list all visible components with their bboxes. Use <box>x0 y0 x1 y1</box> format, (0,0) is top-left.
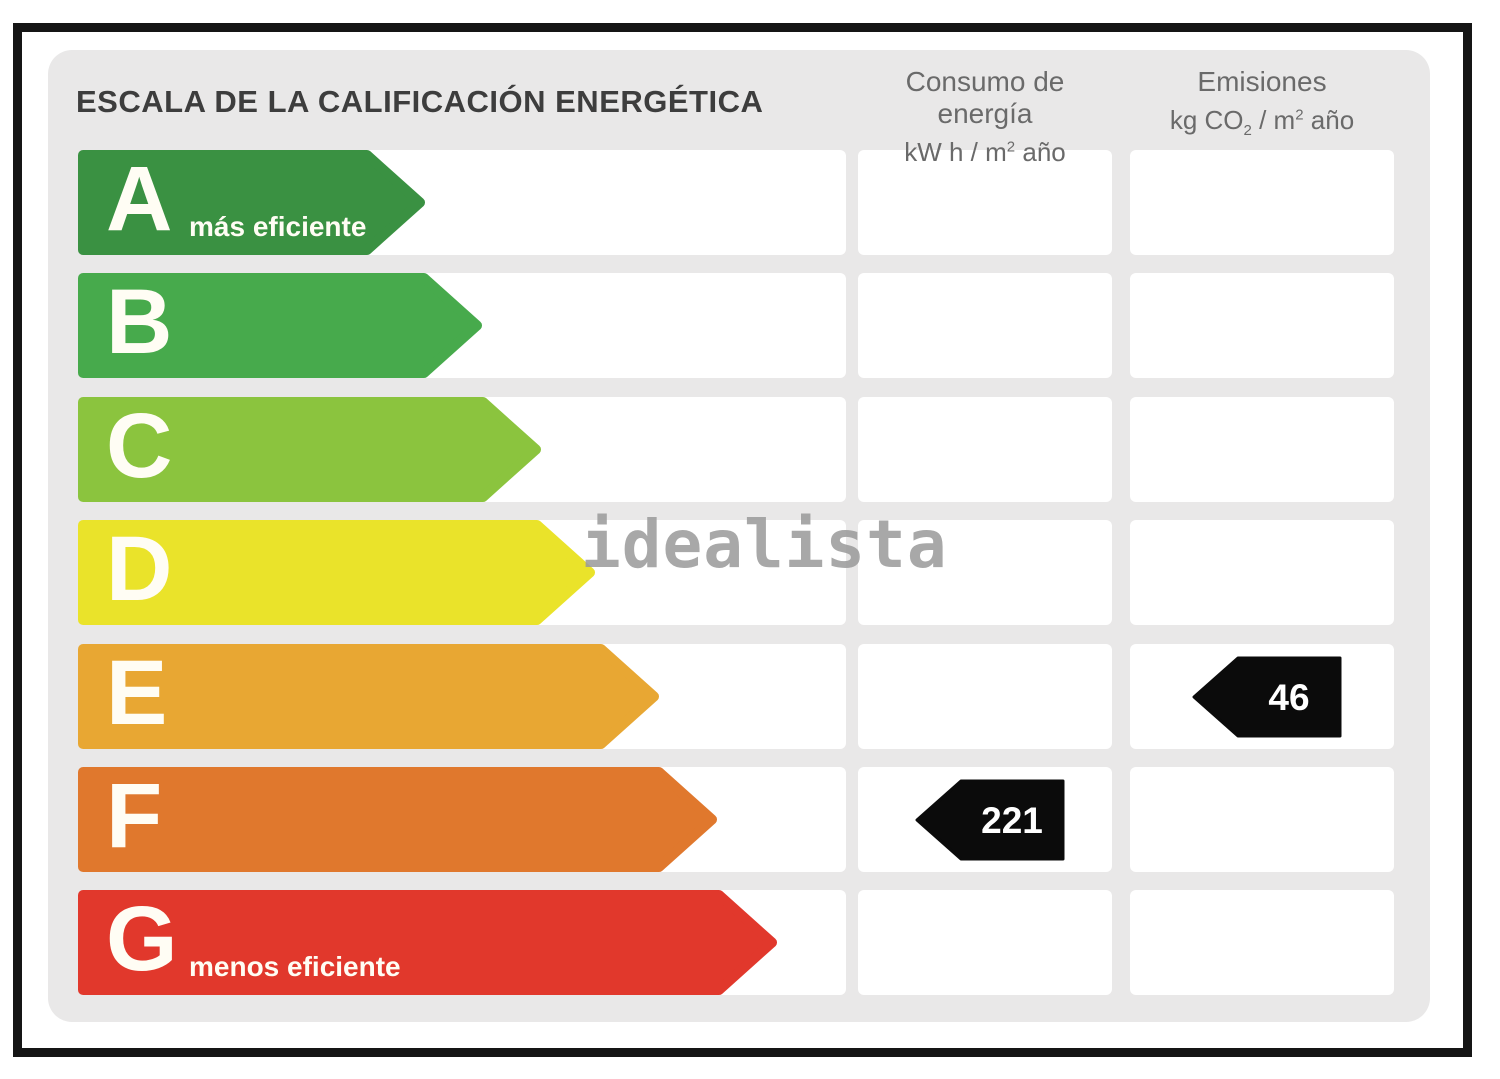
emisiones-header-unit: kg CO2 / m2 año <box>1169 105 1355 140</box>
rating-bar-g <box>78 890 777 995</box>
rating-bar-f <box>78 767 717 872</box>
emisiones-cell <box>1130 273 1394 378</box>
consumo-cell <box>858 520 1112 625</box>
rating-bar-a <box>78 150 425 255</box>
rating-letter-b: B <box>106 271 173 373</box>
rating-row-d: D <box>0 518 1500 625</box>
consumo-cell <box>858 644 1112 749</box>
consumo-header-unit: kW h / m2 año <box>904 137 1066 167</box>
rating-letter-a: A <box>106 148 173 250</box>
svg-text:221: 221 <box>981 800 1043 841</box>
rating-bar-d <box>78 520 595 625</box>
emisiones-header-title: Emisiones <box>1197 66 1327 97</box>
emisiones-cell <box>1130 150 1394 255</box>
rating-row-c: C <box>0 395 1500 502</box>
emisiones-cell <box>1130 767 1394 872</box>
consumo-cell <box>858 150 1112 255</box>
rating-row-f: F <box>0 765 1500 872</box>
rating-bar-b <box>78 273 482 378</box>
rating-row-e: E <box>0 642 1500 749</box>
emisiones-value-arrow: 46 <box>1191 656 1343 738</box>
column-header-emisiones: Emisiones kg CO2 / m2 año <box>1130 66 1394 139</box>
rating-letter-g: G <box>106 888 178 990</box>
rating-letter-d: D <box>106 518 173 620</box>
column-header-consumo: Consumo de energía kW h / m2 año <box>858 66 1112 168</box>
rating-bar-c <box>78 397 541 502</box>
svg-text:46: 46 <box>1268 677 1309 718</box>
consumo-header-title: Consumo de energía <box>905 66 1065 129</box>
rating-row-b: B <box>0 271 1500 378</box>
idealista-watermark: idealista <box>581 506 948 583</box>
emisiones-cell <box>1130 520 1394 625</box>
rating-sublabel-g: menos eficiente <box>189 951 401 982</box>
consumo-cell <box>858 273 1112 378</box>
page-title: ESCALA DE LA CALIFICACIÓN ENERGÉTICA <box>76 84 764 119</box>
rating-bar-e <box>78 644 659 749</box>
rating-letter-e: E <box>106 642 168 744</box>
consumo-cell <box>858 397 1112 502</box>
outer-border <box>13 23 1472 1057</box>
emisiones-cell <box>1130 890 1394 995</box>
consumo-value-arrow: 221 <box>914 779 1066 861</box>
consumo-cell <box>858 890 1112 995</box>
rating-letter-c: C <box>106 395 173 497</box>
rating-sublabel-a: más eficiente <box>189 211 367 242</box>
emisiones-cell <box>1130 397 1394 502</box>
rating-letter-f: F <box>106 765 163 867</box>
